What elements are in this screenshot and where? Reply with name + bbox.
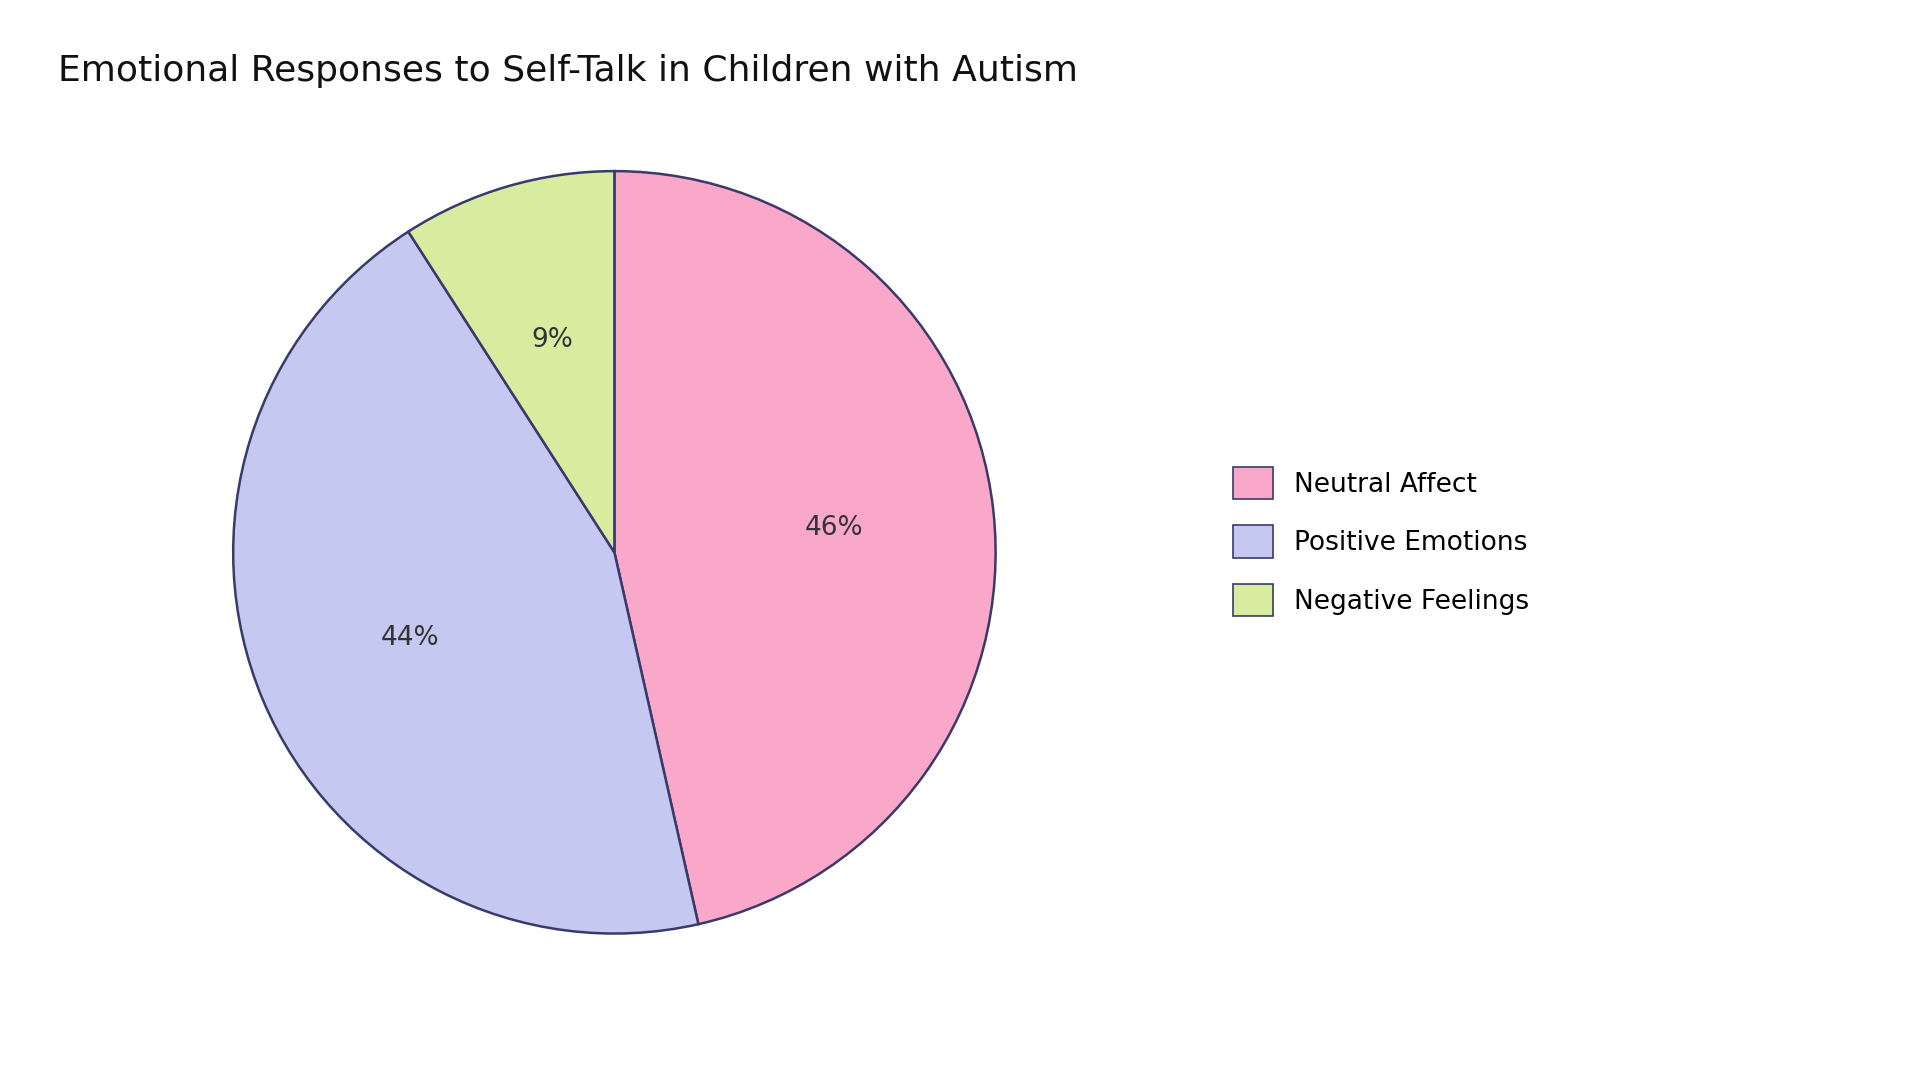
Wedge shape [232,232,699,934]
Wedge shape [409,171,614,552]
Text: 9%: 9% [532,327,572,353]
Text: 46%: 46% [804,514,864,540]
Text: 44%: 44% [382,625,440,651]
Wedge shape [614,171,996,924]
Legend: Neutral Affect, Positive Emotions, Negative Feelings: Neutral Affect, Positive Emotions, Negat… [1223,456,1540,627]
Text: Emotional Responses to Self-Talk in Children with Autism: Emotional Responses to Self-Talk in Chil… [58,54,1077,88]
